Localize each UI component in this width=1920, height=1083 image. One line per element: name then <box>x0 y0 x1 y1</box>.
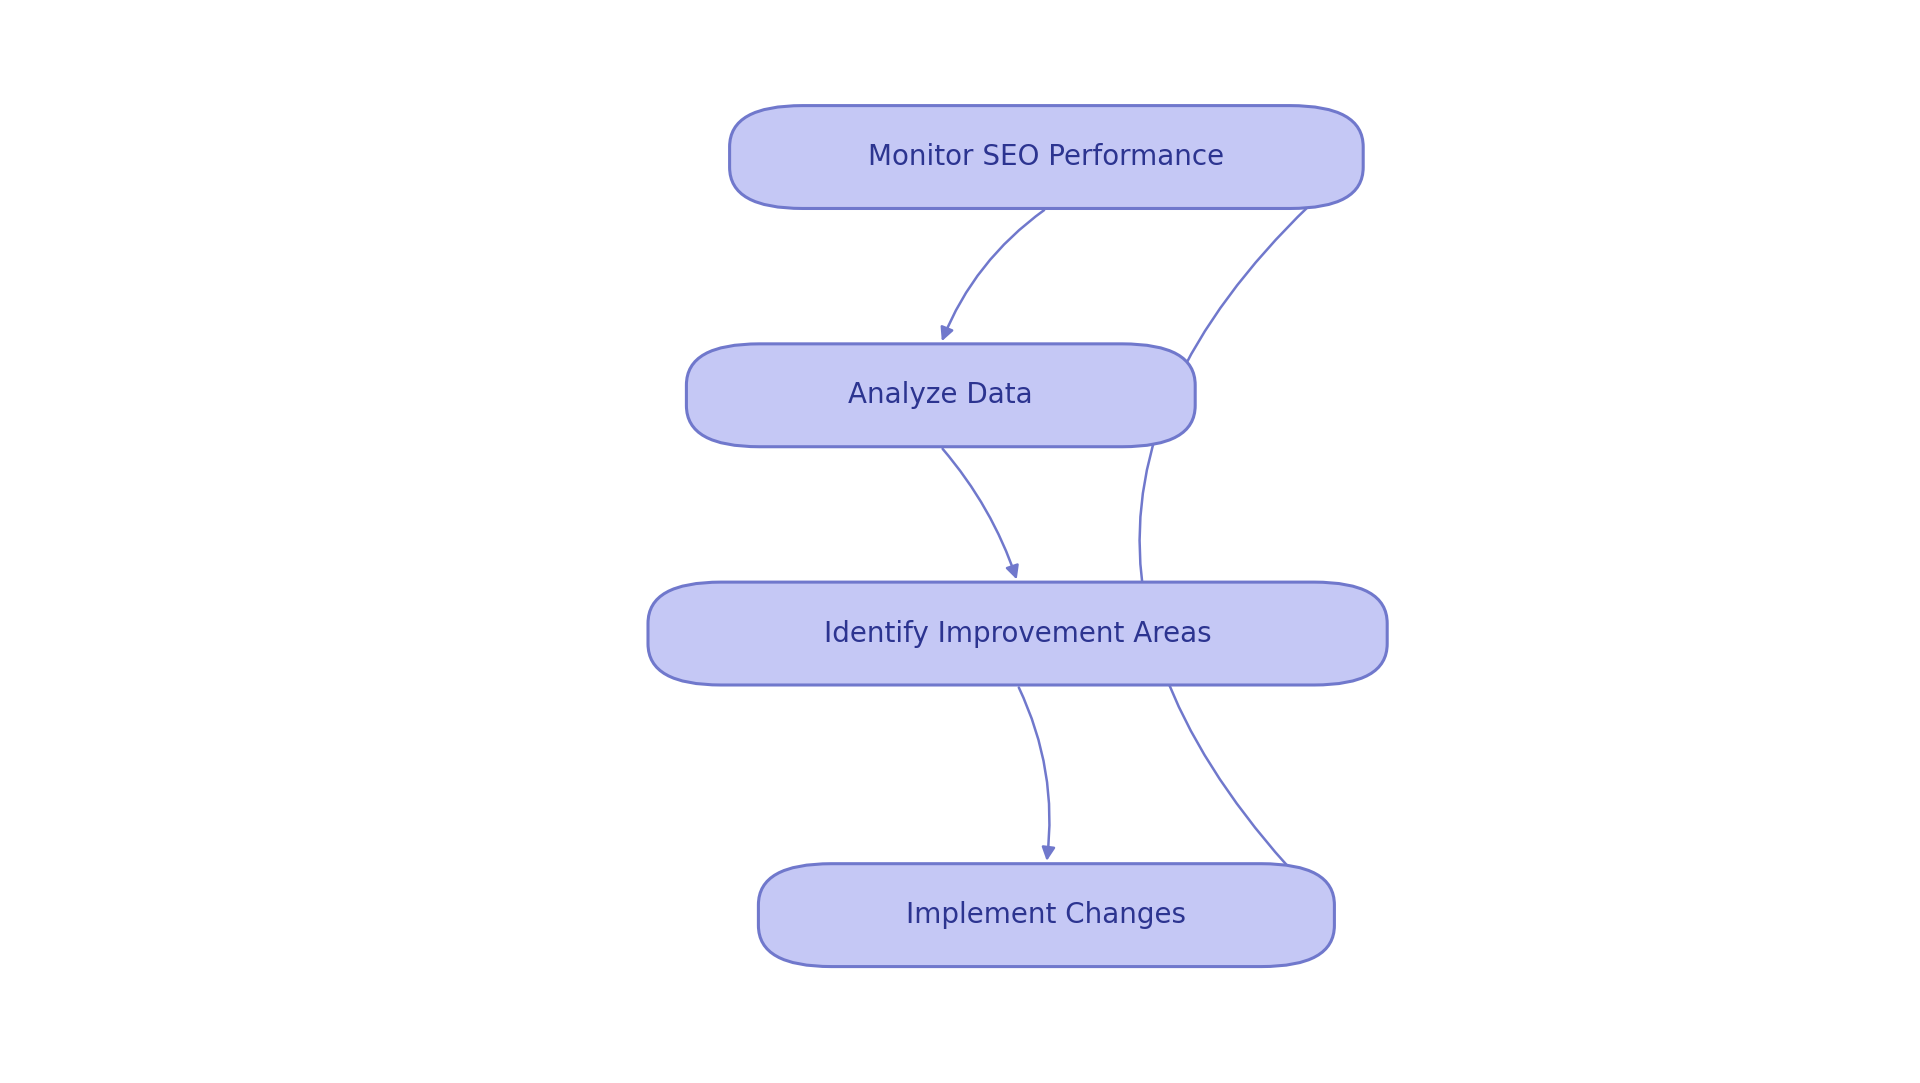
Text: Implement Changes: Implement Changes <box>906 901 1187 929</box>
Text: Identify Improvement Areas: Identify Improvement Areas <box>824 619 1212 648</box>
FancyBboxPatch shape <box>730 106 1363 208</box>
Text: Analyze Data: Analyze Data <box>849 381 1033 409</box>
FancyBboxPatch shape <box>687 344 1194 446</box>
FancyBboxPatch shape <box>649 583 1386 686</box>
Text: Monitor SEO Performance: Monitor SEO Performance <box>868 143 1225 171</box>
FancyBboxPatch shape <box>758 864 1334 966</box>
